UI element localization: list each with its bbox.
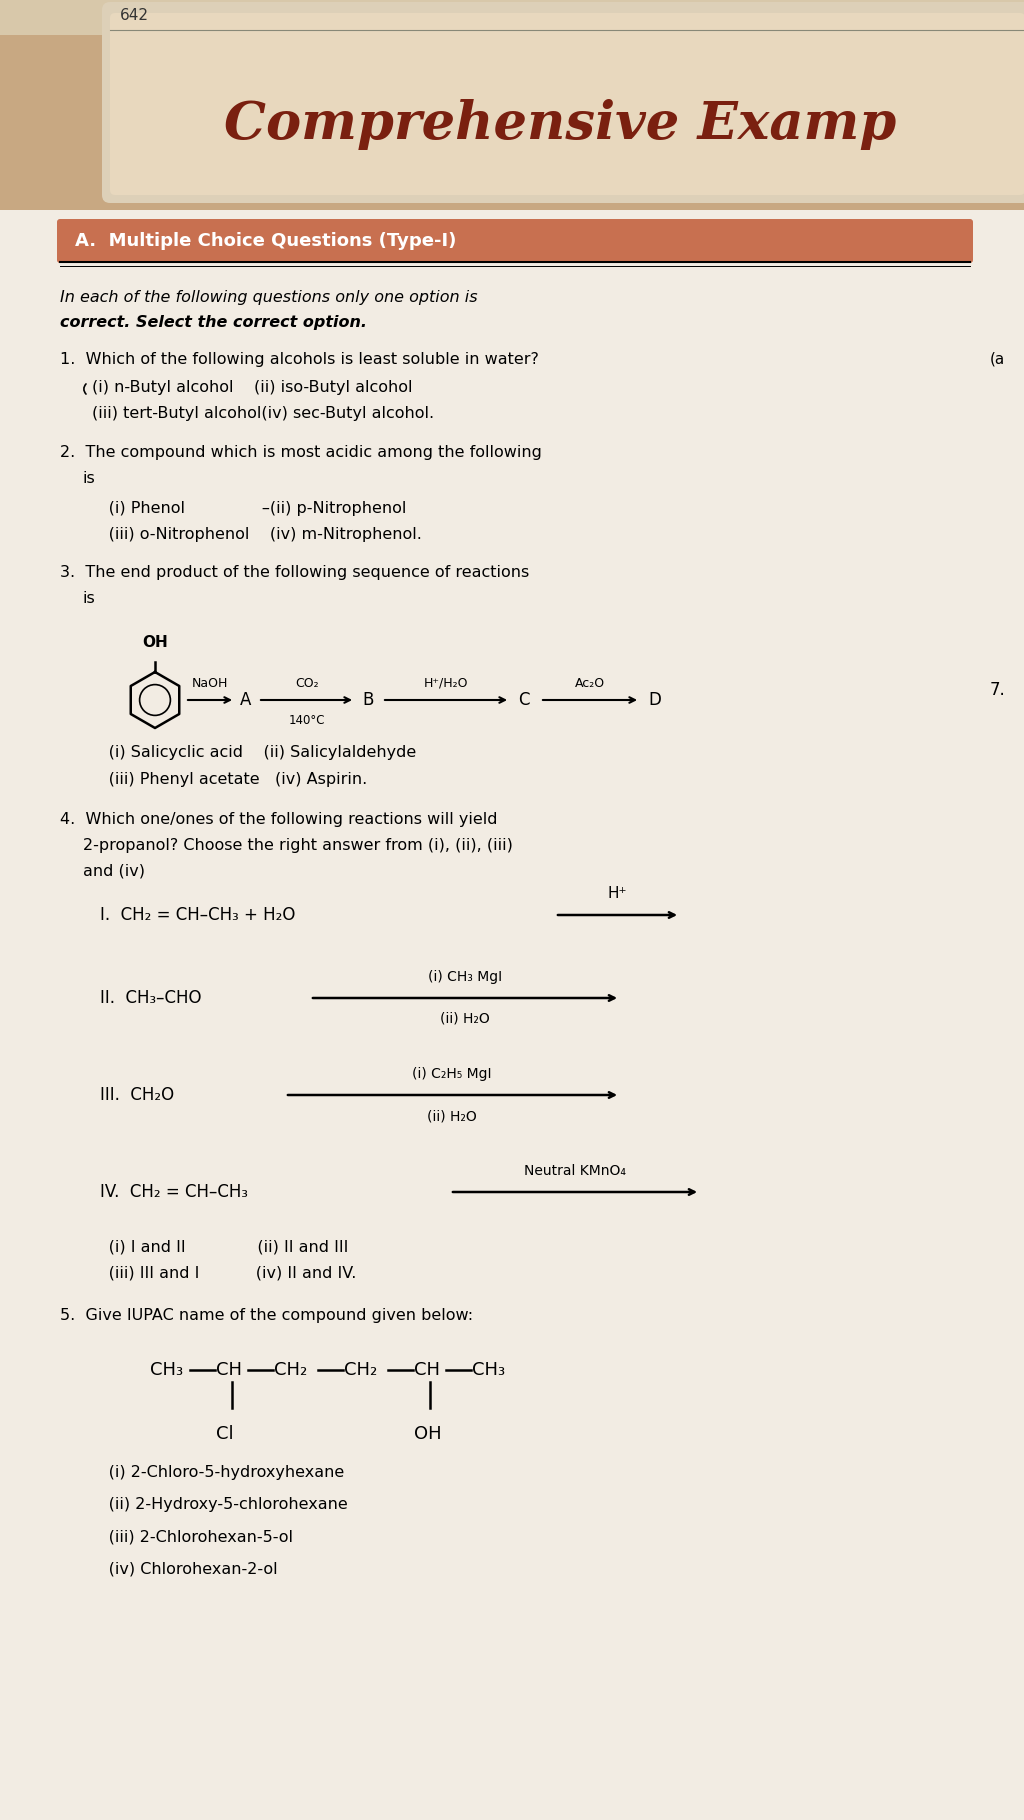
Text: II.  CH₃–CHO: II. CH₃–CHO [100, 988, 202, 1006]
Text: Cl: Cl [216, 1425, 233, 1443]
Text: (ii) 2-Hydroxy-5-chlorohexane: (ii) 2-Hydroxy-5-chlorohexane [83, 1498, 348, 1512]
Text: D: D [648, 692, 660, 710]
Text: 4.  Which one/ones of the following reactions will yield: 4. Which one/ones of the following react… [60, 812, 498, 826]
Text: 5.  Give IUPAC name of the compound given below:: 5. Give IUPAC name of the compound given… [60, 1309, 473, 1323]
Text: Neutral KMnO₄: Neutral KMnO₄ [524, 1165, 626, 1178]
Text: CH₃: CH₃ [472, 1361, 505, 1380]
FancyBboxPatch shape [0, 0, 1024, 35]
Text: (a: (a [990, 351, 1006, 368]
Text: Comprehensive Examp: Comprehensive Examp [224, 100, 896, 151]
Text: In each of the following questions only one option is: In each of the following questions only … [60, 289, 477, 306]
Text: 2-propanol? Choose the right answer from (i), (ii), (iii): 2-propanol? Choose the right answer from… [83, 837, 513, 854]
FancyBboxPatch shape [0, 0, 1024, 209]
Text: CH: CH [216, 1361, 242, 1380]
Text: is: is [83, 471, 96, 486]
Text: (i) I and II              (ii) II and III: (i) I and II (ii) II and III [83, 1239, 348, 1256]
Text: (iv) Chlorohexan-2-ol: (iv) Chlorohexan-2-ol [83, 1562, 278, 1576]
Text: B: B [362, 692, 374, 710]
Text: A.  Multiple Choice Questions (Type-I): A. Multiple Choice Questions (Type-I) [75, 231, 457, 249]
Text: (i) Phenol               –(ii) p-Nitrophenol: (i) Phenol –(ii) p-Nitrophenol [83, 501, 407, 517]
Text: (ii) H₂O: (ii) H₂O [427, 1108, 477, 1123]
Text: CH₂: CH₂ [344, 1361, 377, 1380]
Text: C: C [518, 692, 529, 710]
Text: Ac₂O: Ac₂O [574, 677, 605, 690]
Text: is: is [83, 592, 96, 606]
Text: (i) Salicyclic acid    (ii) Salicylaldehyde: (i) Salicyclic acid (ii) Salicylaldehyde [83, 744, 416, 761]
Text: OH: OH [142, 635, 168, 650]
Text: (i) n-Butyl alcohol    (ii) iso-Butyl alcohol: (i) n-Butyl alcohol (ii) iso-Butyl alcoh… [92, 380, 413, 395]
Text: (iii) o-Nitrophenol    (iv) m-Nitrophenol.: (iii) o-Nitrophenol (iv) m-Nitrophenol. [83, 528, 422, 542]
Text: (ii) H₂O: (ii) H₂O [440, 1012, 489, 1026]
Text: (iii) Phenyl acetate   (iv) Aspirin.: (iii) Phenyl acetate (iv) Aspirin. [83, 772, 368, 786]
Text: I.  CH₂ = CH–CH₃ + H₂O: I. CH₂ = CH–CH₃ + H₂O [100, 906, 295, 925]
Text: CH₂: CH₂ [274, 1361, 307, 1380]
Text: H⁺: H⁺ [607, 886, 627, 901]
Text: and (iv): and (iv) [83, 864, 145, 879]
Text: IV.  CH₂ = CH–CH₃: IV. CH₂ = CH–CH₃ [100, 1183, 248, 1201]
Text: 7.: 7. [990, 681, 1006, 699]
Text: OH: OH [414, 1425, 441, 1443]
FancyBboxPatch shape [57, 218, 973, 264]
Text: CH₃: CH₃ [150, 1361, 183, 1380]
Text: 140°C: 140°C [289, 713, 326, 726]
Text: correct. Select the correct option.: correct. Select the correct option. [60, 315, 367, 329]
Text: H⁺/H₂O: H⁺/H₂O [424, 677, 468, 690]
FancyBboxPatch shape [110, 13, 1024, 195]
Text: (iii) tert-Butyl alcohol(iv) sec-Butyl alcohol.: (iii) tert-Butyl alcohol(iv) sec-Butyl a… [92, 406, 434, 420]
Text: A: A [240, 692, 251, 710]
Text: NaOH: NaOH [191, 677, 228, 690]
Text: 3.  The end product of the following sequence of reactions: 3. The end product of the following sequ… [60, 564, 529, 581]
Text: CO₂: CO₂ [295, 677, 318, 690]
Text: (i) C₂H₅ MgI: (i) C₂H₅ MgI [413, 1067, 492, 1081]
Text: 642: 642 [120, 7, 150, 22]
Text: III.  CH₂O: III. CH₂O [100, 1087, 174, 1105]
Text: 1.  Which of the following alcohols is least soluble in water?: 1. Which of the following alcohols is le… [60, 351, 539, 368]
Text: (iii) III and I           (iv) II and IV.: (iii) III and I (iv) II and IV. [83, 1267, 356, 1281]
Text: 2.  The compound which is most acidic among the following: 2. The compound which is most acidic amo… [60, 446, 542, 460]
FancyBboxPatch shape [102, 2, 1024, 204]
Text: CH: CH [414, 1361, 440, 1380]
Text: (i) 2-Chloro-5-hydroxyhexane: (i) 2-Chloro-5-hydroxyhexane [83, 1465, 344, 1480]
Text: (iii) 2-Chlorohexan-5-ol: (iii) 2-Chlorohexan-5-ol [83, 1529, 293, 1543]
Text: (i) CH₃ MgI: (i) CH₃ MgI [428, 970, 502, 985]
